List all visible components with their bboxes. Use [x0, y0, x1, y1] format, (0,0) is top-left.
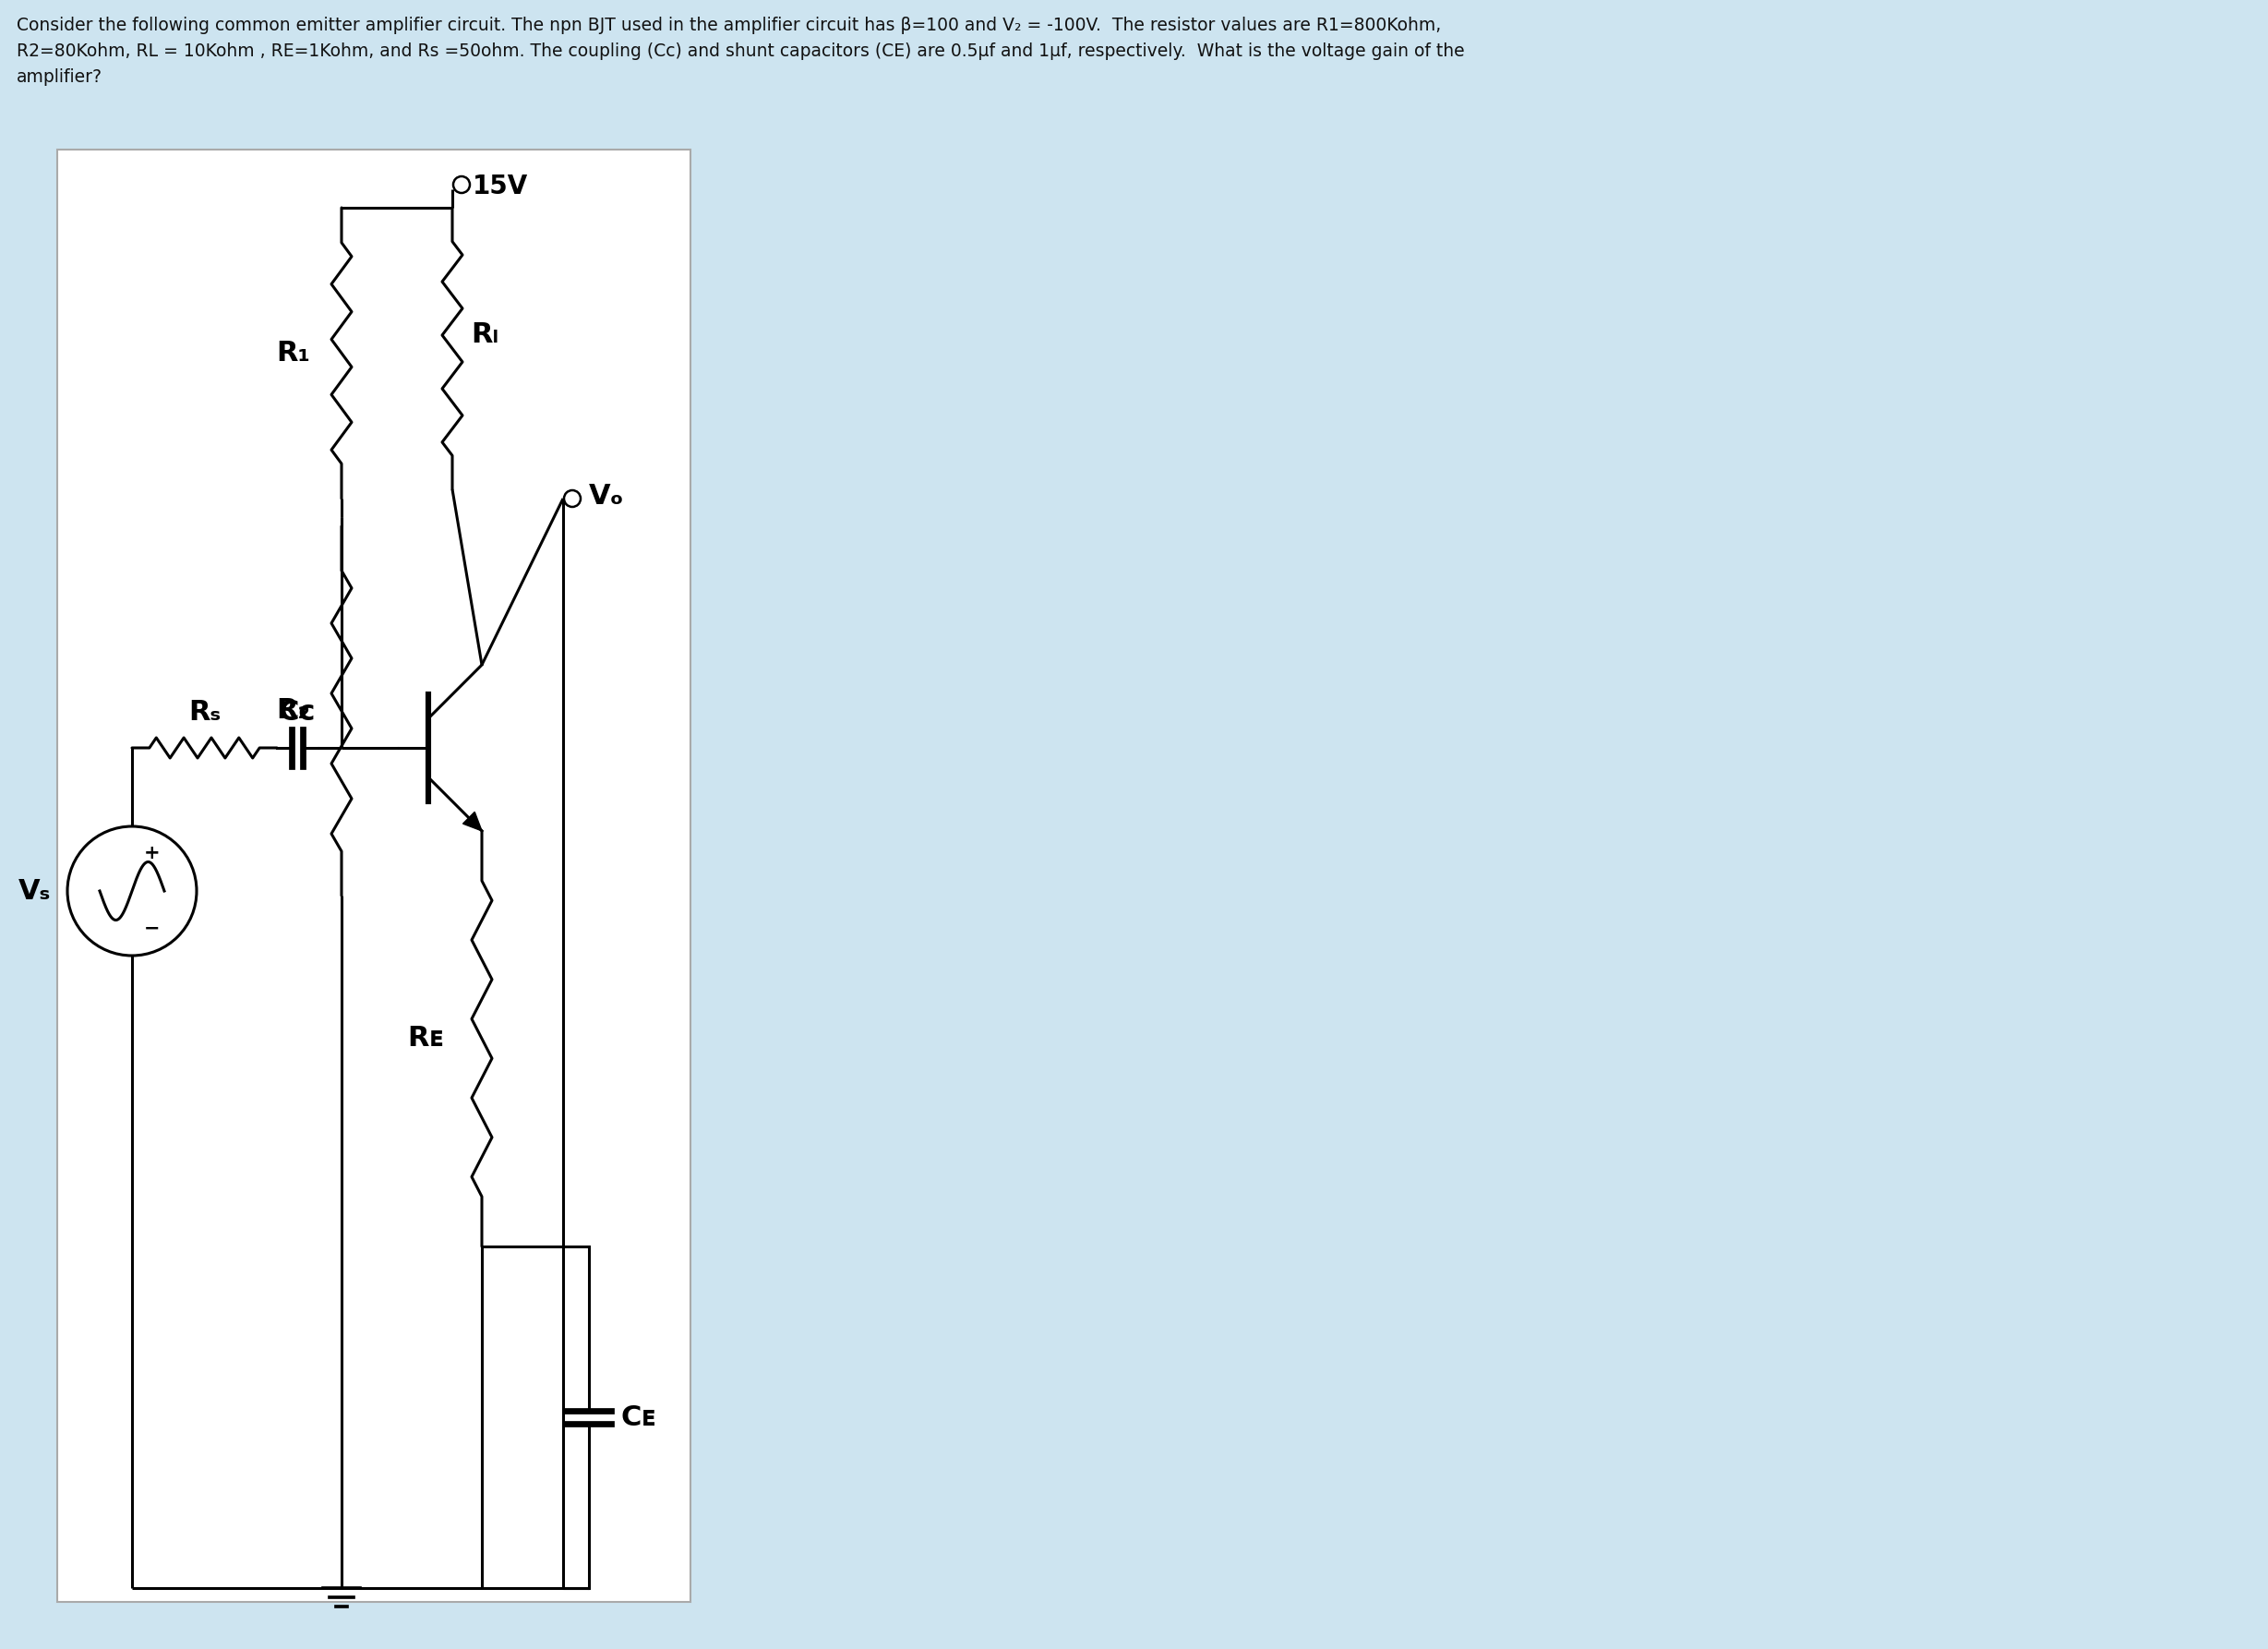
Text: Vₛ: Vₛ	[18, 877, 50, 904]
Text: 15V: 15V	[472, 173, 528, 200]
Text: Rₛ: Rₛ	[188, 699, 220, 726]
Text: Rₗ: Rₗ	[472, 322, 499, 348]
Text: +: +	[145, 844, 161, 862]
Text: Cᴇ: Cᴇ	[621, 1403, 658, 1431]
Text: R2=80Kohm, RL = 10Kohm , RE=1Kohm, and Rs =50ohm. The coupling (Cc) and shunt ca: R2=80Kohm, RL = 10Kohm , RE=1Kohm, and R…	[16, 43, 1465, 59]
Text: R₂: R₂	[277, 698, 311, 724]
Text: Rᴇ: Rᴇ	[408, 1026, 445, 1052]
Text: Cᴄ: Cᴄ	[279, 699, 315, 726]
Text: Consider the following common emitter amplifier circuit. The npn BJT used in the: Consider the following common emitter am…	[16, 16, 1440, 35]
Text: amplifier?: amplifier?	[16, 68, 102, 86]
Text: Vₒ: Vₒ	[590, 483, 624, 510]
Bar	[57, 150, 689, 1601]
Text: −: −	[145, 918, 161, 938]
Polygon shape	[463, 811, 481, 831]
Text: R₁: R₁	[277, 340, 311, 366]
